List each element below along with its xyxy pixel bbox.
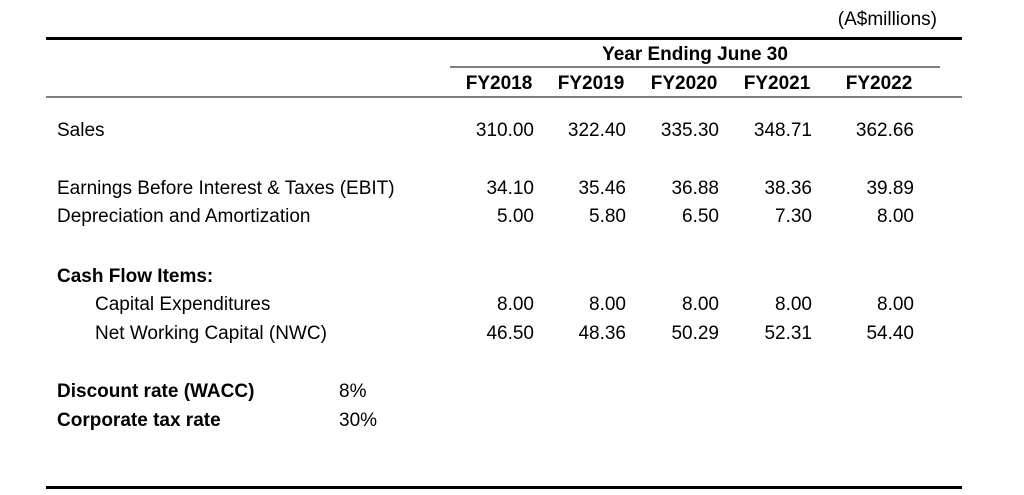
table-row: Capital Expenditures 8.00 8.00 8.00 8.00 8.00 — [0, 292, 1024, 318]
column-header-fy2022: FY2022 — [845, 73, 913, 94]
assumption-value: 30% — [339, 410, 378, 431]
assumption-row: Corporate tax rate 30% — [0, 408, 1024, 434]
table-cell: 39.89 — [866, 178, 914, 199]
table-cell: 48.36 — [578, 323, 626, 344]
column-header-row: FY2018 FY2019 FY2020 FY2021 FY2022 — [0, 72, 1024, 96]
table-cell: 310.00 — [475, 120, 534, 141]
column-header-fy2019: FY2019 — [557, 73, 625, 94]
column-header-fy2021: FY2021 — [743, 73, 811, 94]
table-cell: 8.00 — [589, 294, 626, 315]
assumption-value: 8% — [339, 381, 367, 402]
table-row: Net Working Capital (NWC) 46.50 48.36 50.29… — [0, 321, 1024, 347]
column-header-rule — [46, 96, 962, 98]
table-cell: 8.00 — [877, 206, 914, 227]
table-cell: 348.71 — [753, 120, 812, 141]
row-label: Depreciation and Amortization — [57, 206, 311, 227]
column-group-header: Year Ending June 30 — [602, 44, 788, 65]
assumption-label: Corporate tax rate — [57, 410, 221, 431]
table-cell: 8.00 — [775, 294, 812, 315]
table-cell: 6.50 — [682, 206, 719, 227]
assumption-label: Discount rate (WACC) — [57, 381, 255, 402]
table-cell: 335.30 — [660, 120, 719, 141]
row-label: Earnings Before Interest & Taxes (EBIT) — [57, 178, 395, 199]
table-row: Sales 310.00 322.40 335.30 348.71 362.66 — [0, 118, 1024, 144]
table-cell: 38.36 — [764, 178, 812, 199]
table-cell: 52.31 — [764, 323, 812, 344]
row-label: Sales — [57, 120, 105, 141]
table-cell: 50.29 — [671, 323, 719, 344]
table-row: Earnings Before Interest & Taxes (EBIT) 3… — [0, 176, 1024, 202]
table-cell: 8.00 — [497, 294, 534, 315]
table-cell: 8.00 — [682, 294, 719, 315]
column-header-fy2018: FY2018 — [465, 73, 533, 94]
table-cell: 322.40 — [567, 120, 626, 141]
table-cell: 35.46 — [578, 178, 626, 199]
table-cell: 46.50 — [486, 323, 534, 344]
units-caption: (A$millions) — [837, 9, 937, 30]
row-label: Cash Flow Items: — [57, 266, 214, 287]
table-bottom-rule — [46, 486, 962, 489]
table-row: Depreciation and Amortization 5.00 5.80 6.5… — [0, 204, 1024, 230]
table-row: Cash Flow Items: — [0, 264, 1024, 290]
table-cell: 36.88 — [671, 178, 719, 199]
table-cell: 362.66 — [855, 120, 914, 141]
row-label: Net Working Capital (NWC) — [95, 323, 327, 344]
table-cell: 7.30 — [775, 206, 812, 227]
table-cell: 54.40 — [866, 323, 914, 344]
table-cell: 5.00 — [497, 206, 534, 227]
column-group-rule — [450, 66, 940, 68]
table-cell: 34.10 — [486, 178, 534, 199]
table-top-rule — [46, 37, 962, 40]
row-label: Capital Expenditures — [95, 294, 271, 315]
table-cell: 5.80 — [589, 206, 626, 227]
column-header-fy2020: FY2020 — [650, 73, 718, 94]
assumption-row: Discount rate (WACC) 8% — [0, 379, 1024, 405]
table-cell: 8.00 — [877, 294, 914, 315]
